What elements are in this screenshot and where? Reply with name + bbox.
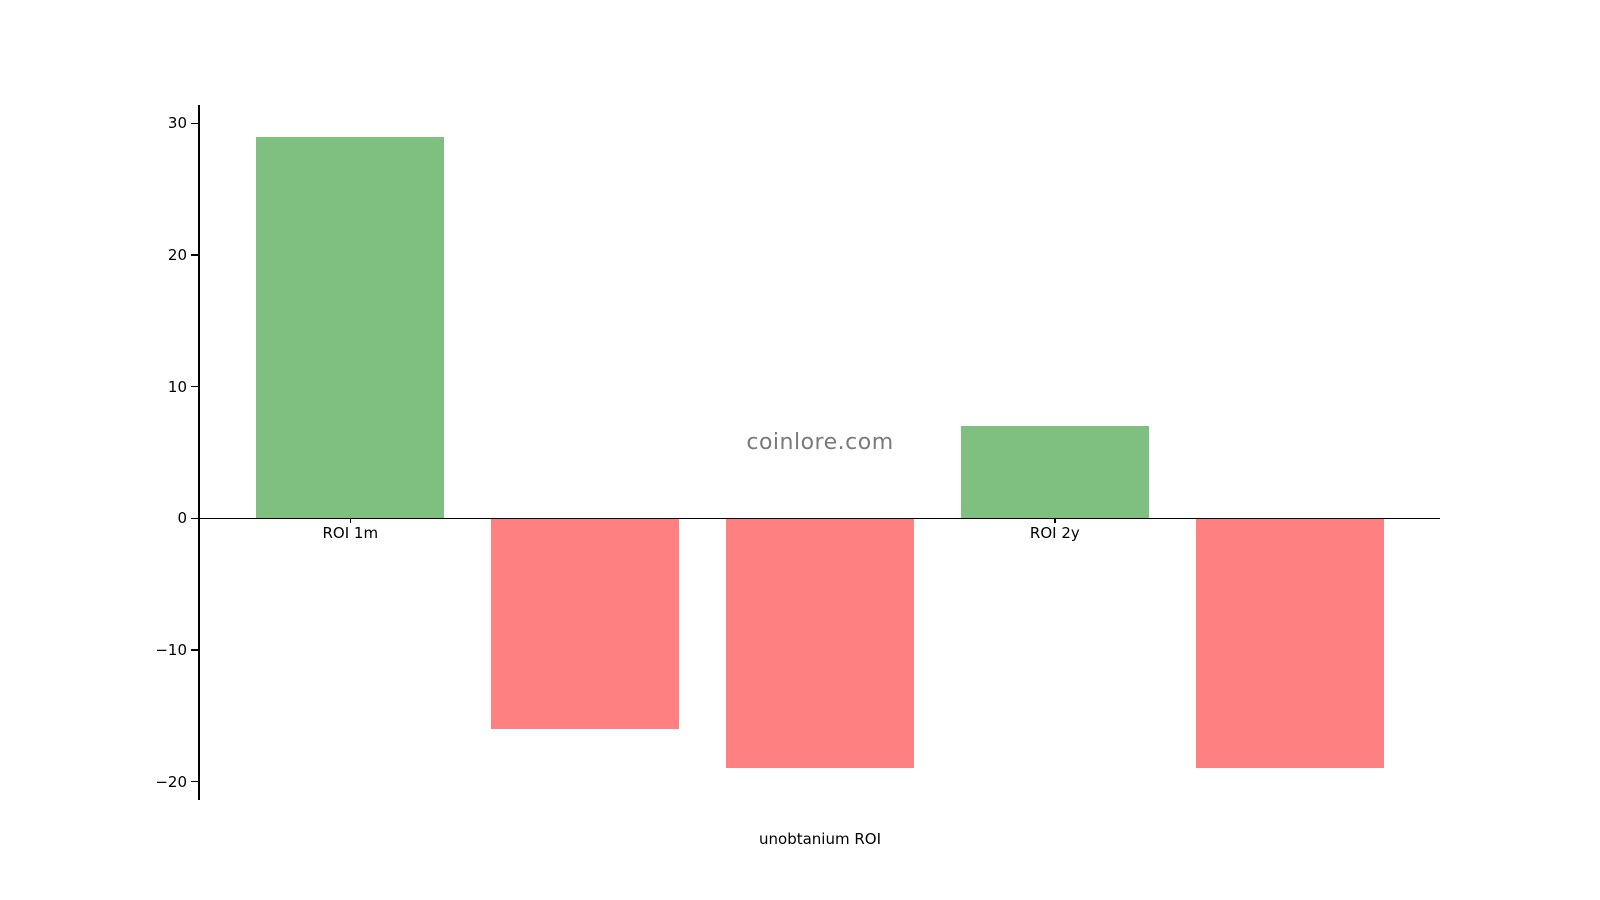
bar-1	[256, 136, 445, 519]
bar-2	[491, 518, 680, 729]
y-tick-mark	[191, 122, 199, 125]
y-tick-label: 20	[167, 246, 187, 265]
x-tick-label: ROI 1m	[322, 524, 379, 543]
y-tick-mark	[191, 385, 199, 388]
x-tick-mark	[349, 518, 352, 524]
x-axis-title: unobtanium ROI	[759, 830, 881, 848]
y-tick-mark	[191, 517, 199, 520]
y-tick-mark	[191, 254, 199, 256]
x-tick-mark	[1054, 518, 1056, 524]
y-tick-label: 10	[167, 377, 187, 396]
bar-3	[726, 518, 914, 769]
y-tick-mark	[191, 649, 199, 651]
y-tick-label: −10	[155, 640, 187, 659]
y-tick-label: −20	[155, 772, 187, 791]
watermark-text: coinlore.com	[746, 430, 894, 455]
x-axis-zero-line	[200, 517, 1440, 520]
y-tick-label: 30	[167, 114, 187, 133]
bar-5	[1195, 518, 1384, 769]
y-tick-label: 0	[177, 509, 187, 528]
x-tick-label: ROI 2y	[1029, 524, 1080, 543]
y-axis-spine	[198, 105, 200, 800]
y-tick-mark	[191, 780, 199, 783]
bar-4	[960, 426, 1149, 519]
